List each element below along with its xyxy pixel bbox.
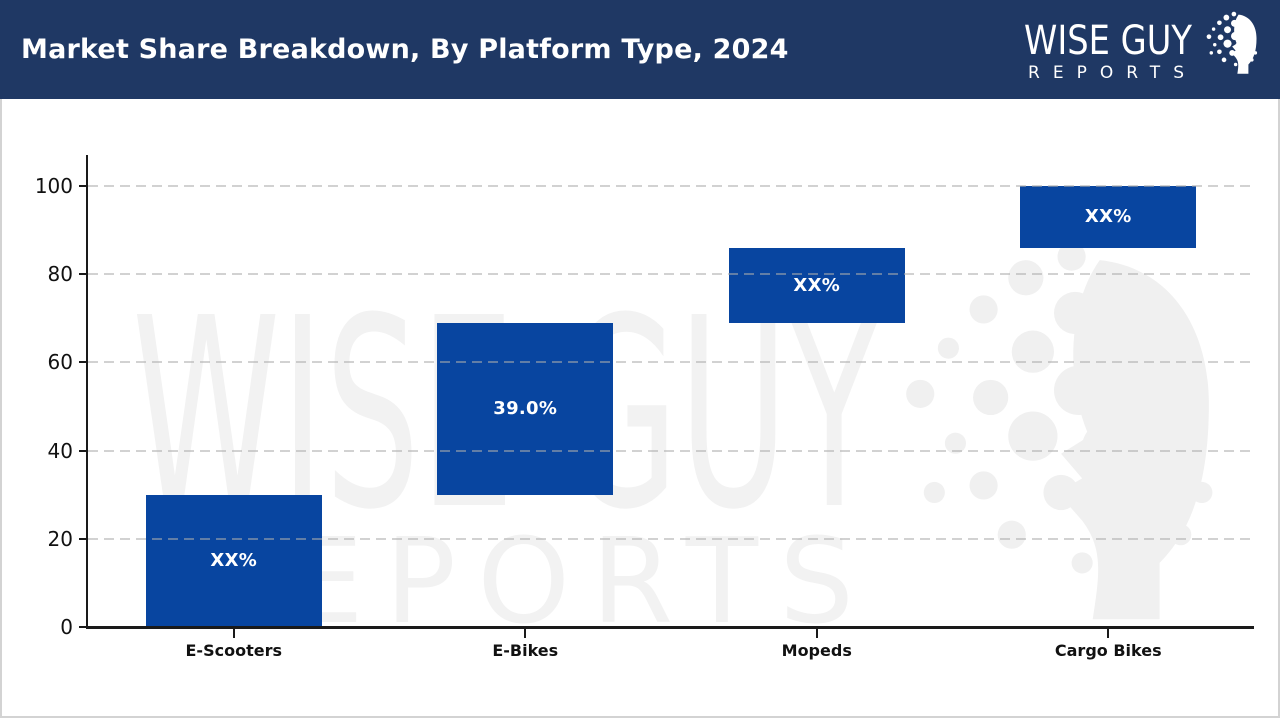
bar-value-label: XX% [210, 550, 258, 572]
category-label-2: E-Bikes [492, 641, 559, 660]
bar-value-label: XX% [793, 274, 841, 296]
gridline-y-60 [88, 361, 1254, 364]
y-axis [86, 155, 88, 629]
frame-line-left [0, 99, 2, 718]
x-axis-tick [232, 629, 235, 638]
y-axis-tick [79, 361, 87, 364]
y-axis-tick [79, 185, 87, 187]
logo-subtitle: REPORTS [1028, 63, 1184, 83]
y-tick-label: 60 [47, 350, 73, 375]
gridline-y-80 [88, 273, 1254, 276]
y-tick-label: 0 [60, 615, 73, 639]
bar-cargo-bikes: XX% [1020, 186, 1197, 248]
gridline-y-100 [88, 185, 1254, 187]
category-label-4: Cargo Bikes [1054, 641, 1162, 660]
bar-e-bikes: 39.0% [437, 322, 614, 495]
logo-wordmark: WISE GUY [1024, 18, 1192, 64]
bar-e-scooters: XX% [145, 494, 322, 627]
category-label-3: Mopeds [781, 641, 852, 660]
y-tick-label: 80 [47, 262, 73, 287]
wise-guy-reports-logo: WISE GUY REPORTS [1024, 11, 1258, 83]
header-bar: Market Share Breakdown, By Platform Type… [0, 0, 1280, 99]
bar-value-label: 39.0% [493, 398, 558, 420]
page-title: Market Share Breakdown, By Platform Type… [21, 34, 789, 65]
y-axis-tick [79, 273, 87, 276]
y-axis-tick [79, 537, 87, 540]
bar-mopeds: XX% [728, 247, 905, 323]
bar-value-label: XX% [1084, 206, 1132, 228]
x-axis-tick [815, 629, 818, 638]
frame-line-bottom [0, 716, 1280, 718]
chart-plot-area: 0 20 40 60 80 100 XX% E-Scooters 39.0% E-Bikes XX%… [0, 99, 1280, 720]
gridline-y-20 [88, 537, 1254, 540]
y-tick-label: 40 [47, 438, 73, 463]
y-axis-tick [79, 449, 87, 452]
y-tick-label: 20 [47, 526, 73, 551]
frame-line-right [1278, 99, 1280, 718]
x-axis-tick [1107, 629, 1110, 638]
gridline-y-40 [88, 449, 1254, 452]
category-label-1: E-Scooters [185, 641, 282, 660]
y-tick-label: 100 [34, 174, 73, 198]
x-axis-tick [524, 629, 527, 638]
y-axis-tick [79, 626, 87, 628]
x-axis [86, 626, 1254, 629]
dot-face-icon [1206, 11, 1258, 74]
